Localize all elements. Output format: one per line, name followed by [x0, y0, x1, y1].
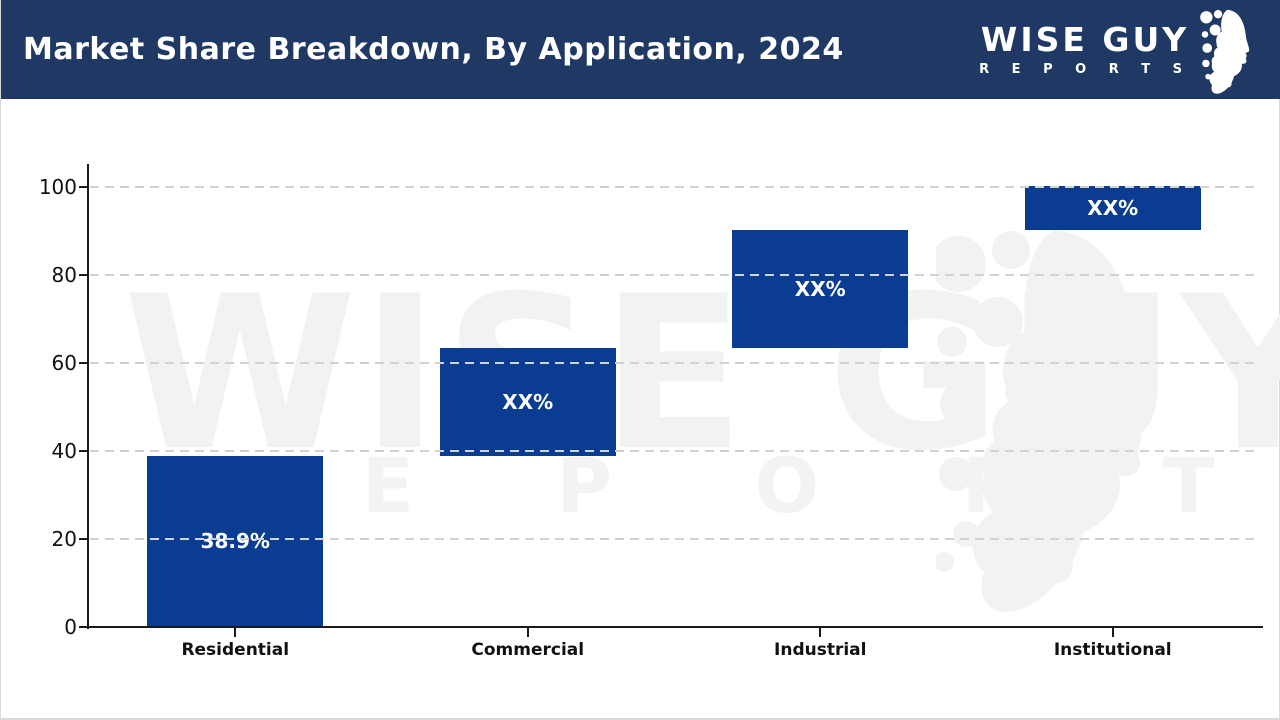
x-tick-mark	[234, 628, 237, 637]
x-axis-line	[87, 626, 1263, 628]
bar-residential: 38.9%	[147, 455, 324, 627]
brand-logo-face-icon	[1200, 9, 1250, 94]
y-tick-label: 0	[64, 615, 77, 639]
gridline	[90, 450, 1259, 452]
y-tick-label: 40	[51, 439, 77, 463]
y-tick-mark	[79, 626, 88, 628]
bar-value-label: 38.9%	[200, 529, 270, 554]
gridline	[90, 274, 1259, 276]
bar-industrial: XX%	[732, 229, 909, 348]
y-tick-mark	[79, 274, 88, 276]
y-tick-mark	[79, 450, 88, 452]
bar-value-label: XX%	[502, 389, 554, 414]
gridline	[90, 538, 1259, 540]
x-tick-mark	[526, 628, 529, 637]
brand-logo-text: WISE GUY R E P O R T S	[979, 20, 1191, 77]
x-tick-label: Commercial	[471, 640, 585, 660]
header-bar: Market Share Breakdown, By Application, …	[1, 0, 1280, 99]
x-tick-label: Industrial	[774, 640, 867, 660]
brand-logo: WISE GUY R E P O R T S	[979, 6, 1263, 96]
watermark-face-icon	[936, 230, 1153, 612]
y-tick-mark	[79, 538, 88, 540]
y-tick-mark	[79, 362, 88, 364]
gridline	[90, 362, 1259, 364]
y-tick-label: 60	[51, 351, 77, 375]
x-tick-label: Institutional	[1053, 640, 1172, 660]
bar-value-label: XX%	[794, 276, 846, 301]
x-tick-label: Residential	[181, 640, 290, 660]
bar-value-label: XX%	[1087, 195, 1139, 220]
x-tick-mark	[819, 628, 822, 637]
y-tick-mark	[79, 186, 88, 188]
bar-commercial: XX%	[439, 348, 616, 456]
y-tick-label: 20	[51, 527, 77, 551]
gridline	[90, 186, 1259, 188]
y-tick-label: 100	[38, 175, 77, 199]
brand-logo-subtitle: R E P O R T S	[979, 62, 1191, 77]
brand-logo-name: WISE GUY	[980, 20, 1190, 59]
chart-title: Market Share Breakdown, By Application, …	[23, 32, 844, 67]
bar-institutional: XX%	[1024, 185, 1201, 231]
y-tick-label: 80	[51, 263, 77, 287]
x-tick-mark	[1111, 628, 1114, 637]
y-axis-line	[87, 164, 89, 629]
